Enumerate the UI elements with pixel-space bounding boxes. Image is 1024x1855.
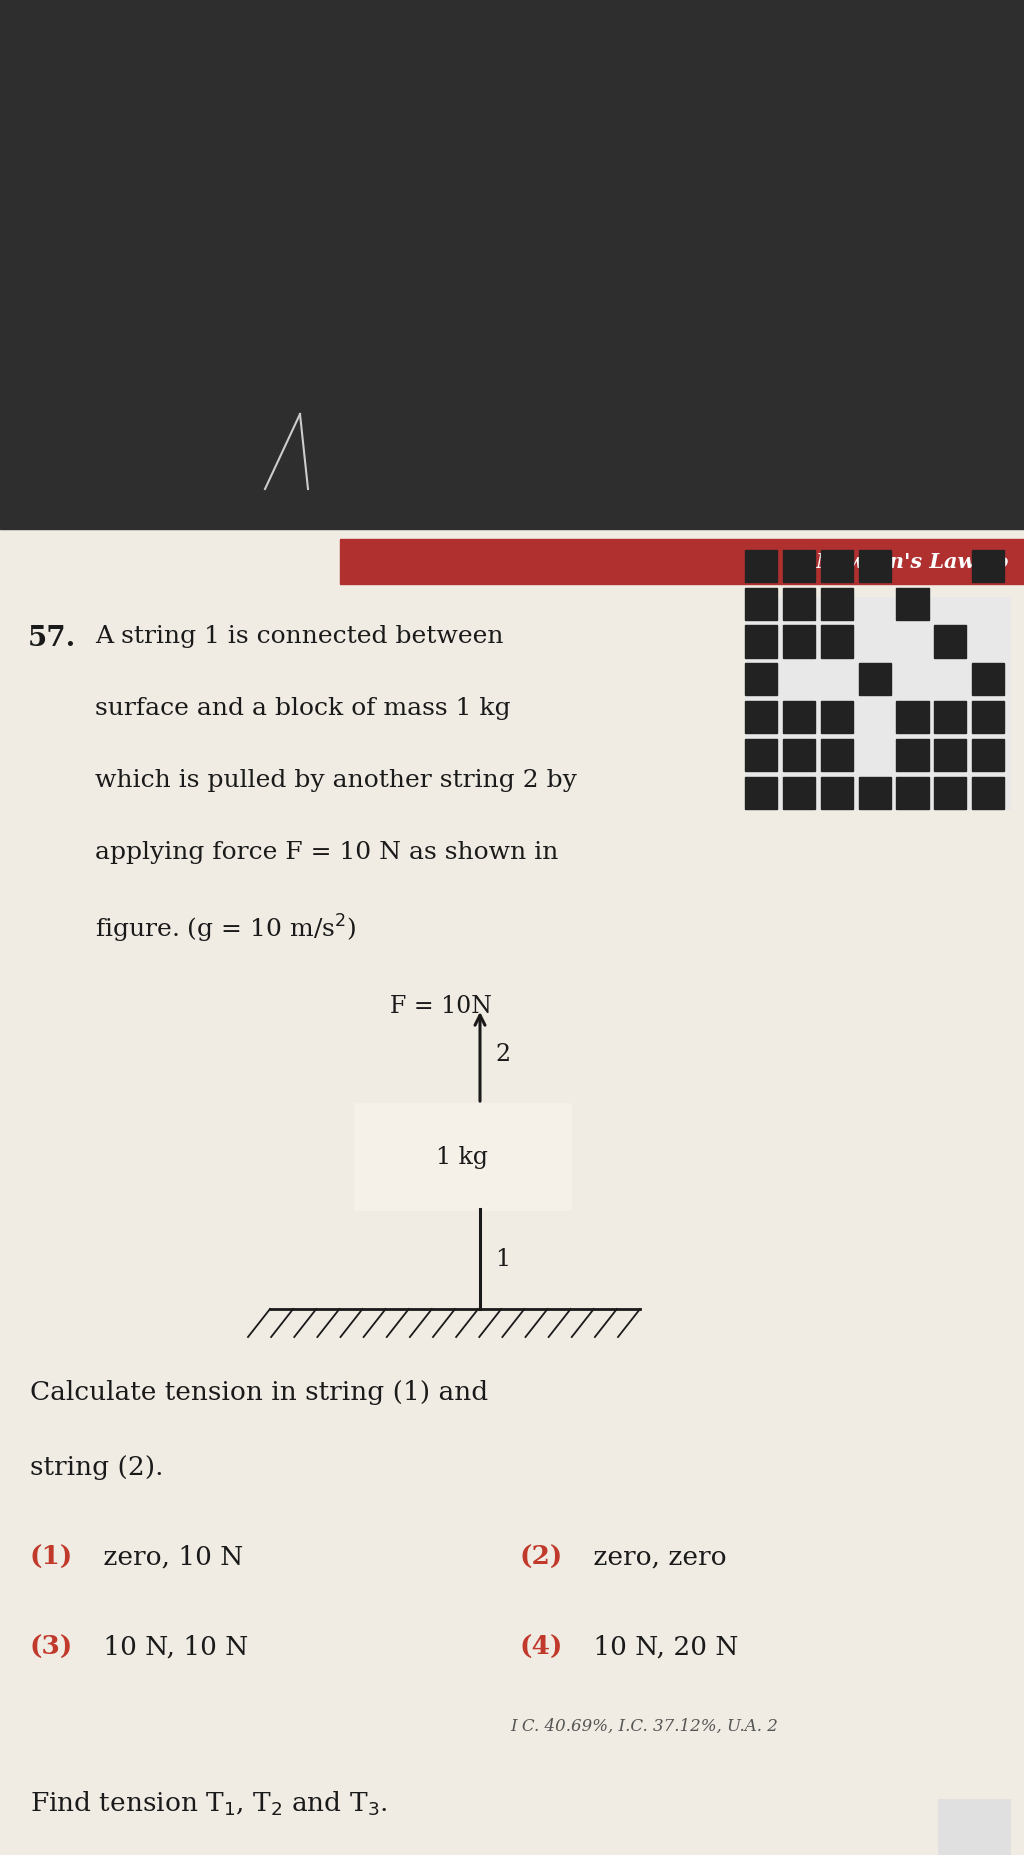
Bar — [783, 701, 815, 735]
Text: 10 N, 10 N: 10 N, 10 N — [95, 1634, 248, 1658]
Bar — [0, 0, 1024, 531]
Text: which is pulled by another string 2 by: which is pulled by another string 2 by — [95, 768, 577, 792]
Bar — [934, 740, 967, 772]
Text: surface and a block of mass 1 kg: surface and a block of mass 1 kg — [95, 697, 511, 720]
Text: 10 N, 20 N: 10 N, 20 N — [585, 1634, 738, 1658]
Bar — [938, 1799, 1010, 1855]
Bar — [820, 551, 853, 582]
Bar — [820, 701, 853, 735]
Text: zero, 10 N: zero, 10 N — [95, 1543, 244, 1569]
Bar — [896, 588, 929, 620]
Text: 2: 2 — [495, 1043, 510, 1067]
Text: 1 kg: 1 kg — [436, 1145, 488, 1169]
Bar — [745, 588, 777, 620]
Text: (4): (4) — [520, 1634, 563, 1658]
Bar — [783, 625, 815, 659]
Bar — [745, 551, 777, 582]
Text: string (2).: string (2). — [30, 1454, 164, 1478]
Bar — [745, 777, 777, 809]
Bar — [340, 540, 1024, 584]
Bar — [972, 551, 1005, 582]
Bar — [858, 664, 891, 696]
Bar — [745, 625, 777, 659]
Text: zero, zero: zero, zero — [585, 1543, 727, 1569]
Bar — [896, 740, 929, 772]
Text: applying force F = 10 N as shown in: applying force F = 10 N as shown in — [95, 840, 558, 864]
Text: (3): (3) — [30, 1634, 74, 1658]
Text: (2): (2) — [520, 1543, 563, 1569]
Text: 1: 1 — [495, 1248, 510, 1271]
Text: 57.: 57. — [28, 625, 76, 651]
Bar — [934, 701, 967, 735]
Bar — [820, 777, 853, 809]
Bar — [934, 777, 967, 809]
Bar — [820, 740, 853, 772]
Bar — [858, 777, 891, 809]
Text: Newton's Laws o: Newton's Laws o — [816, 553, 1009, 571]
Text: F = 10N: F = 10N — [390, 994, 492, 1017]
Bar — [745, 597, 1010, 809]
Bar — [896, 777, 929, 809]
Bar — [820, 588, 853, 620]
Bar — [972, 777, 1005, 809]
Text: Calculate tension in string (1) and: Calculate tension in string (1) and — [30, 1380, 488, 1404]
Bar — [972, 664, 1005, 696]
Text: I C. 40.69%, I.C. 37.12%, U.A. 2: I C. 40.69%, I.C. 37.12%, U.A. 2 — [510, 1718, 778, 1734]
Bar — [896, 701, 929, 735]
Text: A string 1 is connected between: A string 1 is connected between — [95, 625, 504, 647]
Bar — [934, 625, 967, 659]
Bar — [783, 551, 815, 582]
Bar — [745, 664, 777, 696]
Bar — [972, 701, 1005, 735]
Bar — [783, 740, 815, 772]
Bar — [745, 701, 777, 735]
Bar — [355, 1104, 570, 1209]
Bar — [783, 588, 815, 620]
Bar — [783, 777, 815, 809]
Text: Find tension T$_1$, T$_2$ and T$_3$.: Find tension T$_1$, T$_2$ and T$_3$. — [30, 1788, 387, 1818]
Bar — [745, 740, 777, 772]
Bar — [972, 740, 1005, 772]
Text: figure. (g = 10 m/s$^2$): figure. (g = 10 m/s$^2$) — [95, 913, 356, 944]
Bar — [820, 625, 853, 659]
Text: (1): (1) — [30, 1543, 74, 1569]
Bar — [858, 551, 891, 582]
